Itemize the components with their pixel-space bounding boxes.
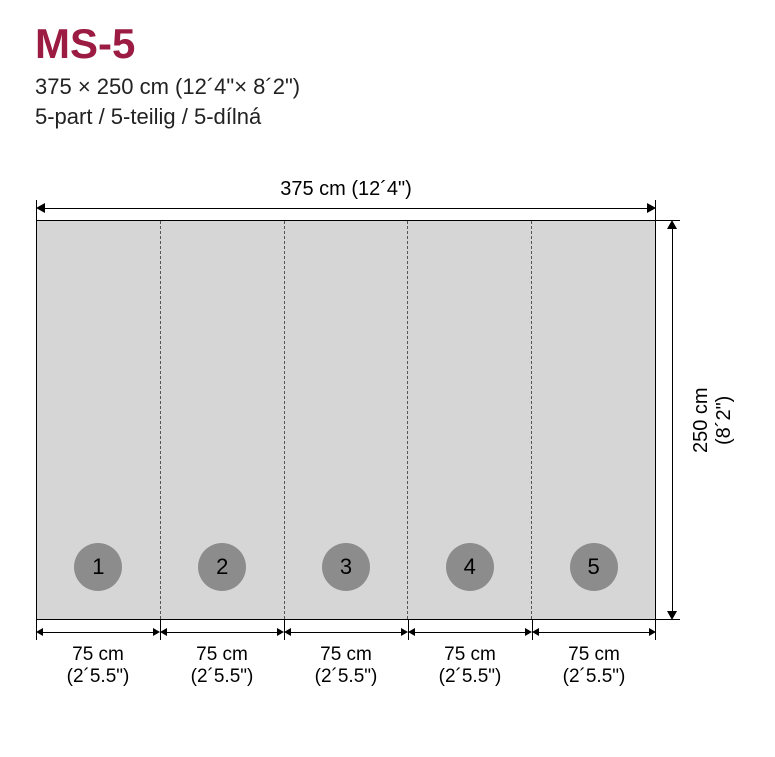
bottom-arrow-right <box>401 628 408 636</box>
bottom-arrow-left <box>36 628 43 636</box>
bottom-dim-line <box>165 632 279 633</box>
right-dim-cm: 250 cm <box>690 387 712 453</box>
bottom-arrow-right <box>277 628 284 636</box>
bottom-dim-label-3: 75 cm(2´5.5") <box>284 644 408 688</box>
top-tick-left <box>36 200 37 220</box>
dimensions-subtitle: 375 × 250 cm (12´4"× 8´2") <box>35 74 300 100</box>
panel-5: 5 <box>532 221 655 619</box>
bottom-dim-cm: 75 cm <box>160 644 284 666</box>
bottom-dim-line <box>537 632 651 633</box>
bottom-dim-label-4: 75 cm(2´5.5") <box>408 644 532 688</box>
top-dimension-label: 375 cm (12´4") <box>36 178 656 201</box>
panel-4: 4 <box>408 221 532 619</box>
panel-1: 1 <box>37 221 161 619</box>
bottom-dim-cm: 75 cm <box>408 644 532 666</box>
right-dim-imp: (8´2") <box>713 395 735 444</box>
top-dimension-line <box>40 208 652 209</box>
header-block: MS-5 375 × 250 cm (12´4"× 8´2") 5-part /… <box>35 20 300 130</box>
bottom-arrow-left <box>408 628 415 636</box>
right-dimension-label: 250 cm (8´2") <box>690 320 736 520</box>
bottom-dim-cm: 75 cm <box>36 644 160 666</box>
bottom-dim-cm: 75 cm <box>532 644 656 666</box>
bottom-dim-imp: (2´5.5") <box>160 666 284 688</box>
bottom-dim-imp: (2´5.5") <box>284 666 408 688</box>
bottom-dim-cm: 75 cm <box>284 644 408 666</box>
bottom-dim-line <box>41 632 155 633</box>
bottom-arrow-left <box>284 628 291 636</box>
panel-number-4: 4 <box>446 543 494 591</box>
product-title: MS-5 <box>35 20 300 68</box>
bottom-arrow-right <box>525 628 532 636</box>
bottom-dim-imp: (2´5.5") <box>36 666 160 688</box>
bottom-dim-label-1: 75 cm(2´5.5") <box>36 644 160 688</box>
panel-number-2: 2 <box>198 543 246 591</box>
bottom-arrow-left <box>160 628 167 636</box>
right-arrow-top <box>667 220 677 229</box>
bottom-dim-label-2: 75 cm(2´5.5") <box>160 644 284 688</box>
right-tick-top <box>656 220 680 221</box>
top-tick-right <box>655 200 656 220</box>
right-dimension-line <box>672 224 673 616</box>
panel-number-1: 1 <box>74 543 122 591</box>
bottom-arrow-right <box>153 628 160 636</box>
panel-3: 3 <box>285 221 409 619</box>
top-arrow-left <box>36 203 45 213</box>
right-tick-bottom <box>656 619 680 620</box>
bottom-dim-label-5: 75 cm(2´5.5") <box>532 644 656 688</box>
panel-number-5: 5 <box>570 543 618 591</box>
bottom-dim-line <box>413 632 527 633</box>
panel-number-3: 3 <box>322 543 370 591</box>
panel-diagram: 1 2 3 4 5 <box>36 220 656 620</box>
bottom-dim-imp: (2´5.5") <box>408 666 532 688</box>
bottom-dim-imp: (2´5.5") <box>532 666 656 688</box>
bottom-dim-line <box>289 632 403 633</box>
parts-label: 5-part / 5-teilig / 5-dílná <box>35 104 300 130</box>
panel-2: 2 <box>161 221 285 619</box>
bottom-arrow-right <box>649 628 656 636</box>
bottom-arrow-left <box>532 628 539 636</box>
